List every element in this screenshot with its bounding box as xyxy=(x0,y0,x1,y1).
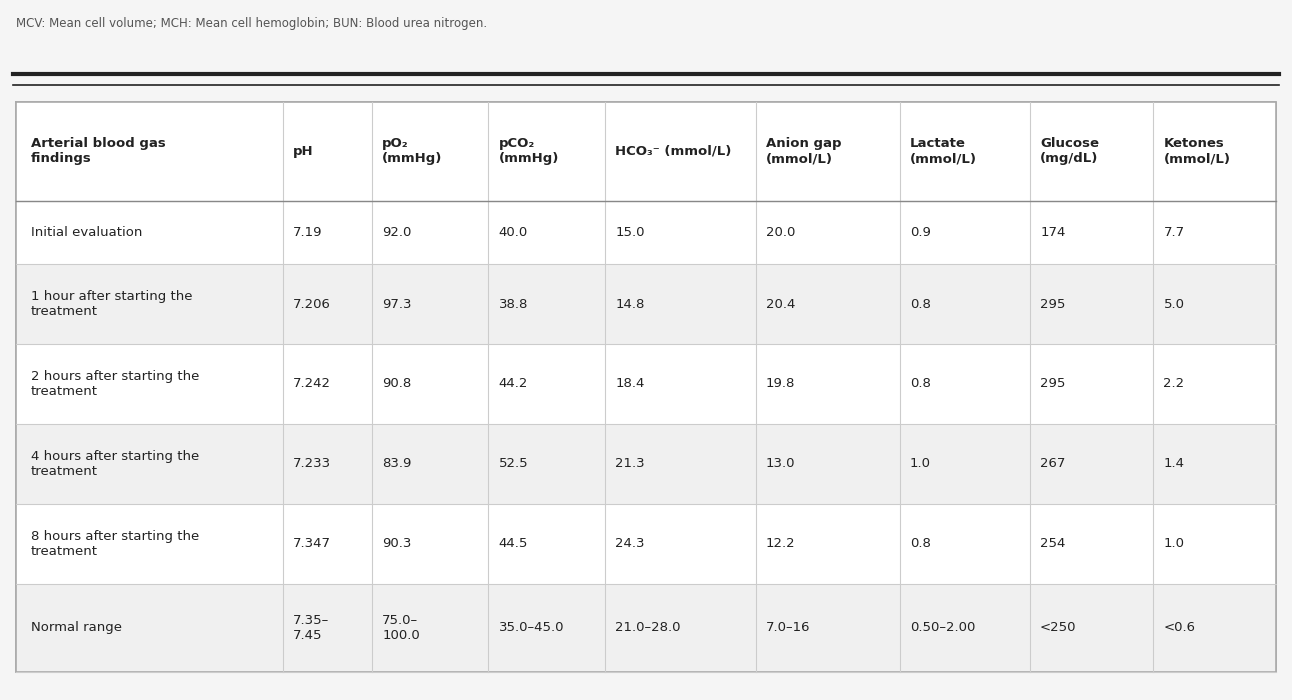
Text: 44.2: 44.2 xyxy=(499,377,528,391)
Text: 24.3: 24.3 xyxy=(615,537,645,550)
Text: 92.0: 92.0 xyxy=(382,226,412,239)
Text: 2.2: 2.2 xyxy=(1164,377,1185,391)
Text: 8 hours after starting the
treatment: 8 hours after starting the treatment xyxy=(31,530,199,558)
Text: 0.50–2.00: 0.50–2.00 xyxy=(910,622,975,634)
Text: MCV: Mean cell volume; MCH: Mean cell hemoglobin; BUN: Blood urea nitrogen.: MCV: Mean cell volume; MCH: Mean cell he… xyxy=(16,18,487,31)
Text: 7.233: 7.233 xyxy=(293,457,331,470)
Text: 0.9: 0.9 xyxy=(910,226,930,239)
Text: 4 hours after starting the
treatment: 4 hours after starting the treatment xyxy=(31,450,199,478)
Text: 20.4: 20.4 xyxy=(766,298,796,311)
Text: Glucose
(mg/dL): Glucose (mg/dL) xyxy=(1040,137,1099,165)
Text: 2 hours after starting the
treatment: 2 hours after starting the treatment xyxy=(31,370,199,398)
Text: 21.0–28.0: 21.0–28.0 xyxy=(615,622,681,634)
Text: 21.3: 21.3 xyxy=(615,457,645,470)
Text: 7.7: 7.7 xyxy=(1164,226,1185,239)
Text: Ketones
(mmol/L): Ketones (mmol/L) xyxy=(1164,137,1230,165)
Text: 20.0: 20.0 xyxy=(766,226,796,239)
Text: HCO₃⁻ (mmol/L): HCO₃⁻ (mmol/L) xyxy=(615,145,731,158)
Text: 7.0–16: 7.0–16 xyxy=(766,622,810,634)
Text: pO₂
(mmHg): pO₂ (mmHg) xyxy=(382,137,443,165)
Text: 90.8: 90.8 xyxy=(382,377,411,391)
Text: pCO₂
(mmHg): pCO₂ (mmHg) xyxy=(499,137,559,165)
Text: 75.0–
100.0: 75.0– 100.0 xyxy=(382,614,420,642)
Text: 1.0: 1.0 xyxy=(1164,537,1185,550)
Text: 7.35–
7.45: 7.35– 7.45 xyxy=(293,614,329,642)
Text: 19.8: 19.8 xyxy=(766,377,796,391)
Text: 44.5: 44.5 xyxy=(499,537,528,550)
Text: 14.8: 14.8 xyxy=(615,298,645,311)
Text: Anion gap
(mmol/L): Anion gap (mmol/L) xyxy=(766,137,841,165)
Text: 295: 295 xyxy=(1040,377,1066,391)
Text: 295: 295 xyxy=(1040,298,1066,311)
Text: 0.8: 0.8 xyxy=(910,377,930,391)
Text: 254: 254 xyxy=(1040,537,1066,550)
Text: 35.0–45.0: 35.0–45.0 xyxy=(499,622,565,634)
Text: <0.6: <0.6 xyxy=(1164,622,1195,634)
Text: 7.206: 7.206 xyxy=(293,298,331,311)
Text: 52.5: 52.5 xyxy=(499,457,528,470)
Text: Initial evaluation: Initial evaluation xyxy=(31,226,142,239)
Text: Normal range: Normal range xyxy=(31,622,121,634)
Text: 83.9: 83.9 xyxy=(382,457,412,470)
Text: 90.3: 90.3 xyxy=(382,537,412,550)
Text: 1 hour after starting the
treatment: 1 hour after starting the treatment xyxy=(31,290,193,318)
Text: 5.0: 5.0 xyxy=(1164,298,1185,311)
Text: 7.19: 7.19 xyxy=(293,226,323,239)
Text: pH: pH xyxy=(293,145,314,158)
Text: 18.4: 18.4 xyxy=(615,377,645,391)
Text: 38.8: 38.8 xyxy=(499,298,528,311)
Text: 7.242: 7.242 xyxy=(293,377,331,391)
Text: 97.3: 97.3 xyxy=(382,298,412,311)
Text: Arterial blood gas
findings: Arterial blood gas findings xyxy=(31,137,165,165)
Text: 0.8: 0.8 xyxy=(910,537,930,550)
Text: 1.4: 1.4 xyxy=(1164,457,1185,470)
Text: <250: <250 xyxy=(1040,622,1076,634)
Text: 1.0: 1.0 xyxy=(910,457,932,470)
Text: 40.0: 40.0 xyxy=(499,226,528,239)
Text: 12.2: 12.2 xyxy=(766,537,796,550)
Text: 15.0: 15.0 xyxy=(615,226,645,239)
Text: 7.347: 7.347 xyxy=(293,537,331,550)
Text: 13.0: 13.0 xyxy=(766,457,796,470)
Text: 174: 174 xyxy=(1040,226,1066,239)
Text: 0.8: 0.8 xyxy=(910,298,930,311)
Text: Lactate
(mmol/L): Lactate (mmol/L) xyxy=(910,137,977,165)
Text: 267: 267 xyxy=(1040,457,1066,470)
